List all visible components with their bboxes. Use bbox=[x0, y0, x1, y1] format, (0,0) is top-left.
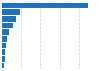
Bar bbox=[2, 63, 4, 68]
Bar bbox=[2, 56, 5, 62]
Bar bbox=[2, 9, 20, 15]
Bar bbox=[2, 29, 9, 35]
Bar bbox=[2, 36, 7, 42]
Bar bbox=[2, 16, 16, 22]
Bar bbox=[2, 49, 6, 55]
Bar bbox=[2, 43, 6, 48]
Bar bbox=[2, 3, 88, 8]
Bar bbox=[2, 23, 13, 28]
